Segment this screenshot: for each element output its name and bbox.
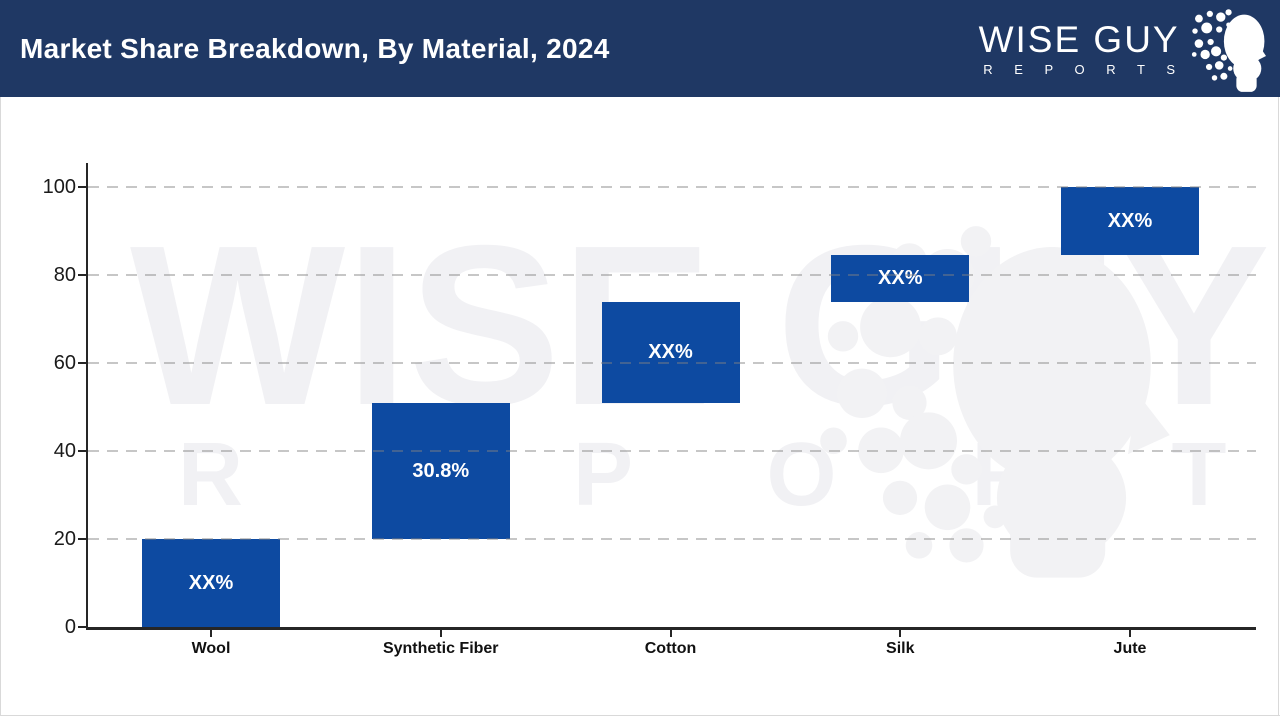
y-tick-20: [78, 538, 88, 540]
x-category-label: Jute: [1113, 640, 1147, 657]
x-category-label: Silk: [886, 640, 915, 657]
logo-wordmark: WISE GUY: [978, 19, 1180, 60]
logo-subtitle: R E P O R T S: [983, 62, 1184, 77]
x-tick-2: [669, 629, 672, 637]
x-category-label: Cotton: [644, 640, 697, 657]
x-axis-line: [86, 627, 1256, 630]
header-bar: Market Share Breakdown, By Material, 202…: [0, 0, 1280, 97]
frame-right: [1278, 97, 1279, 716]
y-tick-label-0: 0: [64, 616, 76, 638]
gridline-20: [88, 538, 1256, 540]
gridline-100: [88, 186, 1256, 188]
wise-guy-reports-logo: WISE GUY R E P O R T S: [974, 6, 1280, 92]
x-tick-0: [210, 629, 212, 637]
gridline-60: [88, 362, 1256, 364]
x-category-label: Wool: [191, 640, 231, 657]
y-tick-40: [78, 450, 88, 452]
x-category-label: Synthetic Fiber: [382, 640, 499, 657]
x-tick-1: [439, 629, 442, 637]
x-tick-4: [1129, 629, 1131, 637]
logo-face-icon: [1191, 8, 1266, 92]
bar-wool: XX%: [142, 539, 280, 627]
y-tick-100: [78, 186, 88, 188]
frame-bottom: [0, 715, 1280, 716]
y-tick-80: [78, 274, 88, 276]
page-title: Market Share Breakdown, By Material, 202…: [20, 32, 610, 64]
gridline-80: [88, 274, 1256, 276]
gridline-40: [88, 450, 1256, 452]
bar-silk: XX%: [831, 255, 970, 303]
y-axis-line: [86, 163, 88, 630]
watermark-face: [820, 226, 1170, 578]
y-tick-label-20: 20: [53, 528, 76, 550]
x-tick-3: [899, 629, 902, 637]
y-tick-60: [78, 362, 88, 364]
y-tick-label-100: 100: [42, 176, 76, 198]
bar-value-label: XX%: [188, 571, 234, 594]
y-tick-label-80: 80: [53, 264, 76, 286]
bar-value-label: XX%: [878, 267, 923, 290]
bar-value-label: XX%: [648, 341, 693, 364]
bar-cotton: XX%: [601, 302, 740, 404]
y-tick-0: [78, 626, 88, 628]
logo-text: WISE GUY R E P O R T S: [974, 21, 1184, 76]
y-tick-label-40: 40: [53, 440, 76, 462]
bar-synthetic-fiber: 30.8%: [371, 403, 510, 539]
y-tick-label-60: 60: [53, 352, 76, 374]
frame-left: [0, 97, 1, 716]
bar-jute: XX%: [1061, 187, 1199, 256]
bar-value-label: XX%: [1107, 209, 1153, 232]
bar-value-label: 30.8%: [412, 459, 470, 482]
